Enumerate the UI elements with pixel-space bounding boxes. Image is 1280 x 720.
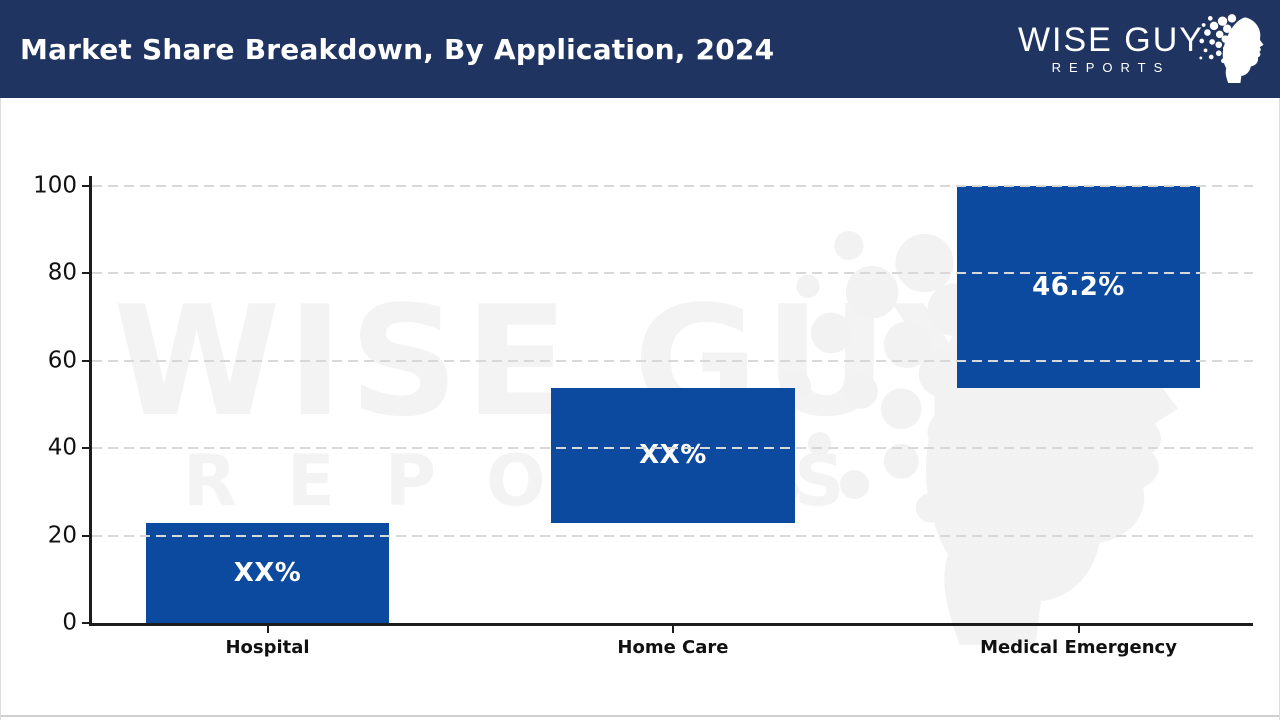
y-tick-mark [82, 447, 89, 450]
bar-home-care: XX% [551, 387, 795, 523]
x-axis-label-home-care: Home Care [617, 637, 729, 658]
logo-wordmark: WISE GUY [1017, 20, 1204, 59]
y-tick-label: 20 [47, 522, 77, 549]
header: Market Share Breakdown, By Application, … [0, 0, 1280, 98]
y-tick-label: 40 [47, 434, 77, 461]
x-tick-mark [1077, 626, 1080, 633]
gridline-100 [92, 185, 1253, 187]
y-tick-mark [82, 534, 89, 537]
gridline-40 [92, 447, 1253, 450]
logo-subtext: REPORTS [1051, 60, 1171, 76]
y-tick-mark [82, 185, 89, 187]
plot-area: 0 20 40 60 80 100 XX% Hospital XX% Home Care 46.2%… [33, 174, 1253, 658]
y-tick-label: 0 [62, 609, 77, 636]
logo-head-icon [1199, 14, 1264, 83]
bar-value-label: XX% [233, 557, 302, 588]
chart-area: WISE GUY REPORTS 0 20 40 60 80 100 XX% Hospital… [0, 98, 1280, 720]
y-tick-mark [82, 622, 89, 624]
chart-title: Market Share Breakdown, By Application, … [20, 32, 775, 66]
bar-medical-emergency: 46.2% [956, 186, 1201, 388]
y-tick-label: 60 [47, 347, 77, 374]
bar-value-label: XX% [639, 440, 707, 471]
x-axis-label-medical-emergency: Medical Emergency [980, 637, 1177, 658]
y-tick-mark [82, 272, 89, 275]
bar-hospital: XX% [145, 522, 390, 623]
gridline-20 [92, 534, 1253, 537]
gridline-60 [92, 359, 1253, 362]
x-axis-label-hospital: Hospital [225, 637, 310, 658]
y-tick-label: 100 [33, 172, 77, 199]
logo-text: WISE GUY REPORTS [1017, 20, 1204, 76]
y-axis-line [89, 176, 92, 186]
x-tick-mark [266, 626, 269, 633]
x-tick-mark [671, 626, 674, 633]
y-tick-mark [82, 359, 89, 362]
gridline-80 [92, 272, 1253, 275]
wise-guy-logo: WISE GUY REPORTS [1018, 13, 1264, 85]
y-tick-label: 80 [47, 259, 77, 286]
bar-value-label: 46.2% [1032, 271, 1125, 302]
bottom-divider [1, 715, 1279, 717]
